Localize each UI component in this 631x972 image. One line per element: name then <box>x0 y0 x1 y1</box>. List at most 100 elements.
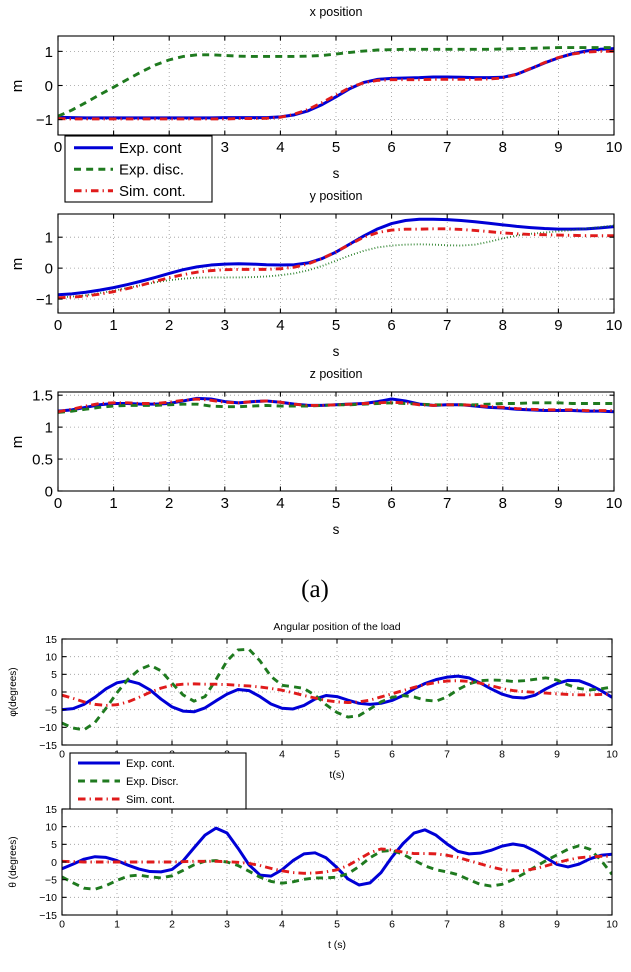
xtick-label: 5 <box>332 495 340 512</box>
xtick-label: 0 <box>59 919 65 931</box>
xtick-label: 5 <box>332 317 340 334</box>
xaxis-label-phi-angle: t(s) <box>329 769 344 781</box>
xtick-label: 6 <box>387 139 395 156</box>
series-line-simcont <box>62 679 612 707</box>
legend-label-0: Exp. cont. <box>126 758 175 770</box>
xtick-label: 4 <box>276 139 284 156</box>
ytick-label: −1 <box>36 112 53 129</box>
series-line-expcont <box>62 826 612 887</box>
series-line-simcont <box>58 397 614 414</box>
yaxis-label-x-position: m <box>9 80 26 93</box>
series-group <box>58 217 614 300</box>
series-line-expdisc <box>58 401 614 414</box>
xtick-label: 4 <box>279 749 285 761</box>
xtick-label: 9 <box>554 495 562 512</box>
xtick-label: 10 <box>606 139 623 156</box>
xtick-label: 6 <box>387 317 395 334</box>
series-line-expcont <box>58 47 614 120</box>
series-line-simcont <box>62 847 612 875</box>
series-line-expcont <box>62 674 612 714</box>
xtick-label: 8 <box>499 919 505 931</box>
xtick-label: 10 <box>606 749 618 761</box>
xtick-label: 9 <box>554 749 560 761</box>
plot-title-y-position: y position <box>310 189 363 203</box>
series-group <box>58 46 614 121</box>
ytick-label: −10 <box>39 892 57 904</box>
yaxis-label-z-position: m <box>9 436 26 449</box>
ytick-label: 15 <box>45 804 57 816</box>
xtick-label: 1 <box>109 495 117 512</box>
ytick-label: 1 <box>45 44 53 61</box>
plot-title-x-position: x position <box>310 5 363 19</box>
xtick-label: 6 <box>389 919 395 931</box>
plot-title-phi-angle: Angular position of the load <box>273 621 400 633</box>
xtick-label: 2 <box>165 317 173 334</box>
xtick-label: 6 <box>389 749 395 761</box>
ytick-label: 10 <box>45 651 57 663</box>
xtick-label: 1 <box>114 919 120 931</box>
ytick-label: 1 <box>45 420 53 437</box>
xtick-label: 9 <box>554 919 560 931</box>
ytick-label: 0 <box>45 78 53 95</box>
legend-bottom: Exp. cont. Exp. Discr. Sim. cont. <box>69 752 247 810</box>
xtick-label: 7 <box>443 495 451 512</box>
series-group <box>62 647 612 732</box>
xtick-label: 9 <box>554 139 562 156</box>
xaxis-label-x-position: s <box>333 166 340 181</box>
xtick-label: 3 <box>221 139 229 156</box>
yaxis-label-y-position: m <box>9 258 26 271</box>
series-line-expdiscr <box>62 844 612 891</box>
panel-theta-angle: 0 1 2 3 4 5 6 7 8 9 10 −15 −10 −5 0 5 10 15 t (s) θ (degree… <box>8 804 618 951</box>
ytick-label: 0.5 <box>32 451 53 468</box>
ytick-label: 0 <box>45 483 53 500</box>
series-line-expdisc <box>58 46 614 118</box>
xtick-label: 7 <box>443 317 451 334</box>
ytick-label: 5 <box>51 669 57 681</box>
legend-label-1: Exp. disc. <box>119 162 184 179</box>
xtick-label: 2 <box>169 919 175 931</box>
xtick-label: 0 <box>54 139 62 156</box>
series-line-expdiscr <box>62 647 612 732</box>
ytick-label: 15 <box>45 634 57 646</box>
xtick-label: 6 <box>387 495 395 512</box>
panel-a-label: (a) <box>301 576 329 603</box>
xtick-label: 4 <box>276 317 284 334</box>
series-group <box>58 396 614 414</box>
legend-top: Exp. cont Exp. disc. Sim. cont. <box>64 135 213 203</box>
xtick-label: 0 <box>59 749 65 761</box>
ytick-label: 1.5 <box>32 388 53 405</box>
xtick-label: 8 <box>499 749 505 761</box>
xtick-label: 7 <box>444 919 450 931</box>
xtick-label: 4 <box>279 919 285 931</box>
xtick-label: 5 <box>334 919 340 931</box>
ytick-label: −15 <box>39 910 57 922</box>
ytick-label: −15 <box>39 740 57 752</box>
xtick-label: 7 <box>443 139 451 156</box>
xtick-label: 8 <box>499 317 507 334</box>
yaxis-label-theta-angle: θ (degrees) <box>8 836 19 887</box>
xtick-label: 7 <box>444 749 450 761</box>
xaxis-label-y-position: s <box>333 344 340 359</box>
xtick-label: 4 <box>276 495 284 512</box>
xtick-label: 3 <box>221 495 229 512</box>
xaxis-label-z-position: s <box>333 522 340 537</box>
xtick-label: 10 <box>606 317 623 334</box>
plot-title-z-position: z position <box>310 367 363 381</box>
xtick-label: 3 <box>224 919 230 931</box>
legend-label-1: Exp. Discr. <box>126 776 179 788</box>
yaxis-label-phi-angle: φ(degrees) <box>8 667 19 716</box>
xtick-label: 8 <box>499 495 507 512</box>
ytick-label: 0 <box>45 261 53 278</box>
xtick-label: 8 <box>499 139 507 156</box>
xtick-label: 5 <box>332 139 340 156</box>
xtick-label: 2 <box>165 495 173 512</box>
legend-label-2: Sim. cont. <box>126 794 175 806</box>
xtick-label: 9 <box>554 317 562 334</box>
xtick-label: 0 <box>54 317 62 334</box>
ytick-label: 0 <box>51 857 57 869</box>
ytick-label: 0 <box>51 687 57 699</box>
ytick-label: 1 <box>45 230 53 247</box>
